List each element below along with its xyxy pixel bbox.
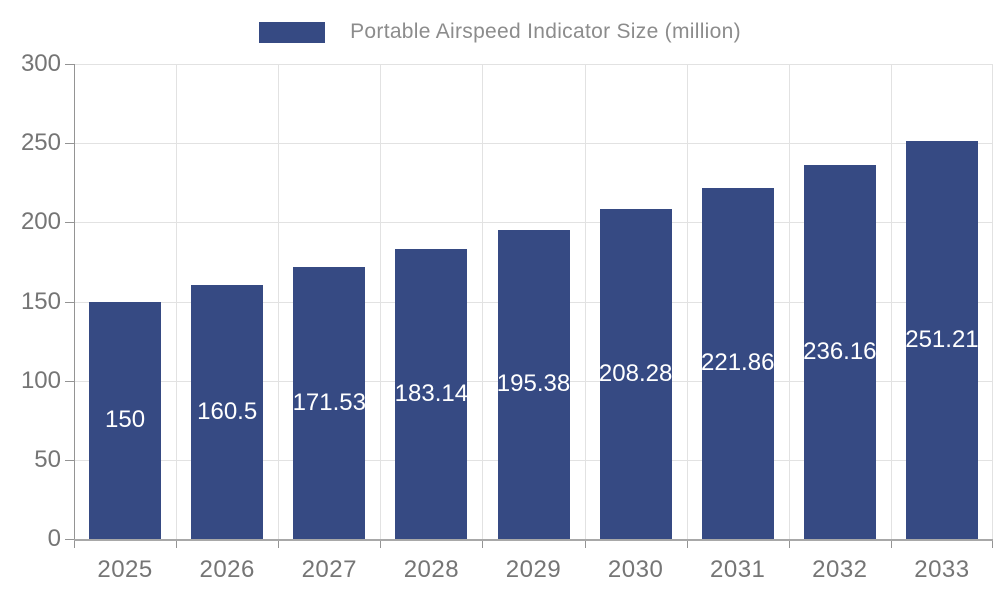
x-tick-mark: [176, 539, 178, 548]
bar-value-label: 221.86: [701, 349, 775, 377]
gridline-vertical: [278, 64, 280, 539]
bar[interactable]: 221.86: [701, 187, 775, 539]
y-tick-mark: [65, 301, 74, 303]
plot-area: 150 160.5 171.53 183.14 195.38 208.28 221.86 23…: [65, 64, 993, 548]
x-tick-mark: [788, 539, 790, 548]
x-tick-label: 2025: [97, 556, 153, 583]
gridline-horizontal: [74, 222, 993, 224]
bar-value-label: 171.53: [292, 389, 366, 417]
gridline-vertical: [686, 64, 688, 539]
y-tick-label: 150: [20, 287, 61, 315]
bar[interactable]: 160.5: [191, 284, 264, 539]
x-tick-mark: [380, 539, 382, 548]
bar-value-label: 160.5: [197, 397, 258, 425]
gridline-vertical: [482, 64, 484, 539]
x-tick-mark: [584, 539, 586, 548]
x-tick-mark: [686, 539, 688, 548]
x-tick-label: 2031: [710, 556, 766, 583]
x-tick-label: 2026: [199, 556, 255, 583]
gridline-vertical: [890, 64, 892, 539]
y-tick-mark: [65, 222, 74, 224]
gridline-vertical: [584, 64, 586, 539]
bar[interactable]: 183.14: [394, 249, 469, 539]
y-tick-label: 300: [20, 50, 61, 77]
legend-swatch: [259, 21, 326, 43]
bar[interactable]: 150: [89, 301, 162, 539]
y-axis-labels: 0 50 100 150 200 250 300: [0, 50, 61, 552]
gridline-vertical: [992, 64, 993, 539]
gridline-vertical: [380, 64, 382, 539]
legend-label: Portable Airspeed Indicator Size (millio…: [350, 20, 741, 43]
y-tick-label: 200: [20, 208, 61, 236]
x-tick-mark: [278, 539, 280, 548]
y-axis-line: [74, 64, 75, 539]
gridline-vertical: [788, 64, 790, 539]
y-tick-mark: [65, 539, 74, 540]
y-tick-label: 100: [20, 366, 61, 394]
bar[interactable]: 251.21: [905, 141, 979, 539]
x-tick-mark: [482, 539, 484, 548]
x-tick-mark: [890, 539, 892, 548]
x-tick-label: 2033: [914, 556, 970, 583]
gridline-vertical: [176, 64, 178, 539]
y-tick-mark: [65, 380, 74, 382]
bar[interactable]: 208.28: [598, 209, 673, 539]
y-tick-label: 50: [34, 445, 61, 473]
x-tick-label: 2027: [301, 556, 357, 583]
gridline-horizontal: [74, 64, 993, 65]
x-tick-mark: [74, 539, 75, 548]
bar[interactable]: 171.53: [292, 267, 366, 539]
legend[interactable]: Portable Airspeed Indicator Size (millio…: [0, 20, 1000, 44]
x-tick-label: 2028: [403, 556, 460, 583]
x-tick-label: 2030: [607, 556, 664, 583]
bar-value-label: 208.28: [598, 360, 673, 388]
bar-value-label: 150: [105, 406, 146, 434]
y-tick-mark: [65, 459, 74, 461]
y-tick-label: 250: [20, 129, 61, 157]
gridline-horizontal: [74, 143, 993, 145]
x-tick-label: 2029: [505, 556, 562, 583]
y-tick-mark: [65, 64, 74, 65]
x-tick-label: 2032: [812, 556, 868, 583]
x-axis-labels: 2025 2026 2027 2028 2029 2030 2031 2032 2033: [74, 556, 993, 588]
bar-value-label: 251.21: [905, 326, 979, 354]
x-axis-line: [74, 539, 993, 541]
bar-value-label: 195.38: [496, 370, 571, 398]
bar[interactable]: 195.38: [496, 229, 571, 539]
y-tick-label: 0: [47, 525, 61, 552]
x-tick-mark: [992, 539, 993, 548]
bar[interactable]: 236.16: [803, 165, 877, 539]
bar-value-label: 236.16: [803, 338, 877, 366]
bar-value-label: 183.14: [394, 380, 469, 408]
y-tick-mark: [65, 143, 74, 145]
